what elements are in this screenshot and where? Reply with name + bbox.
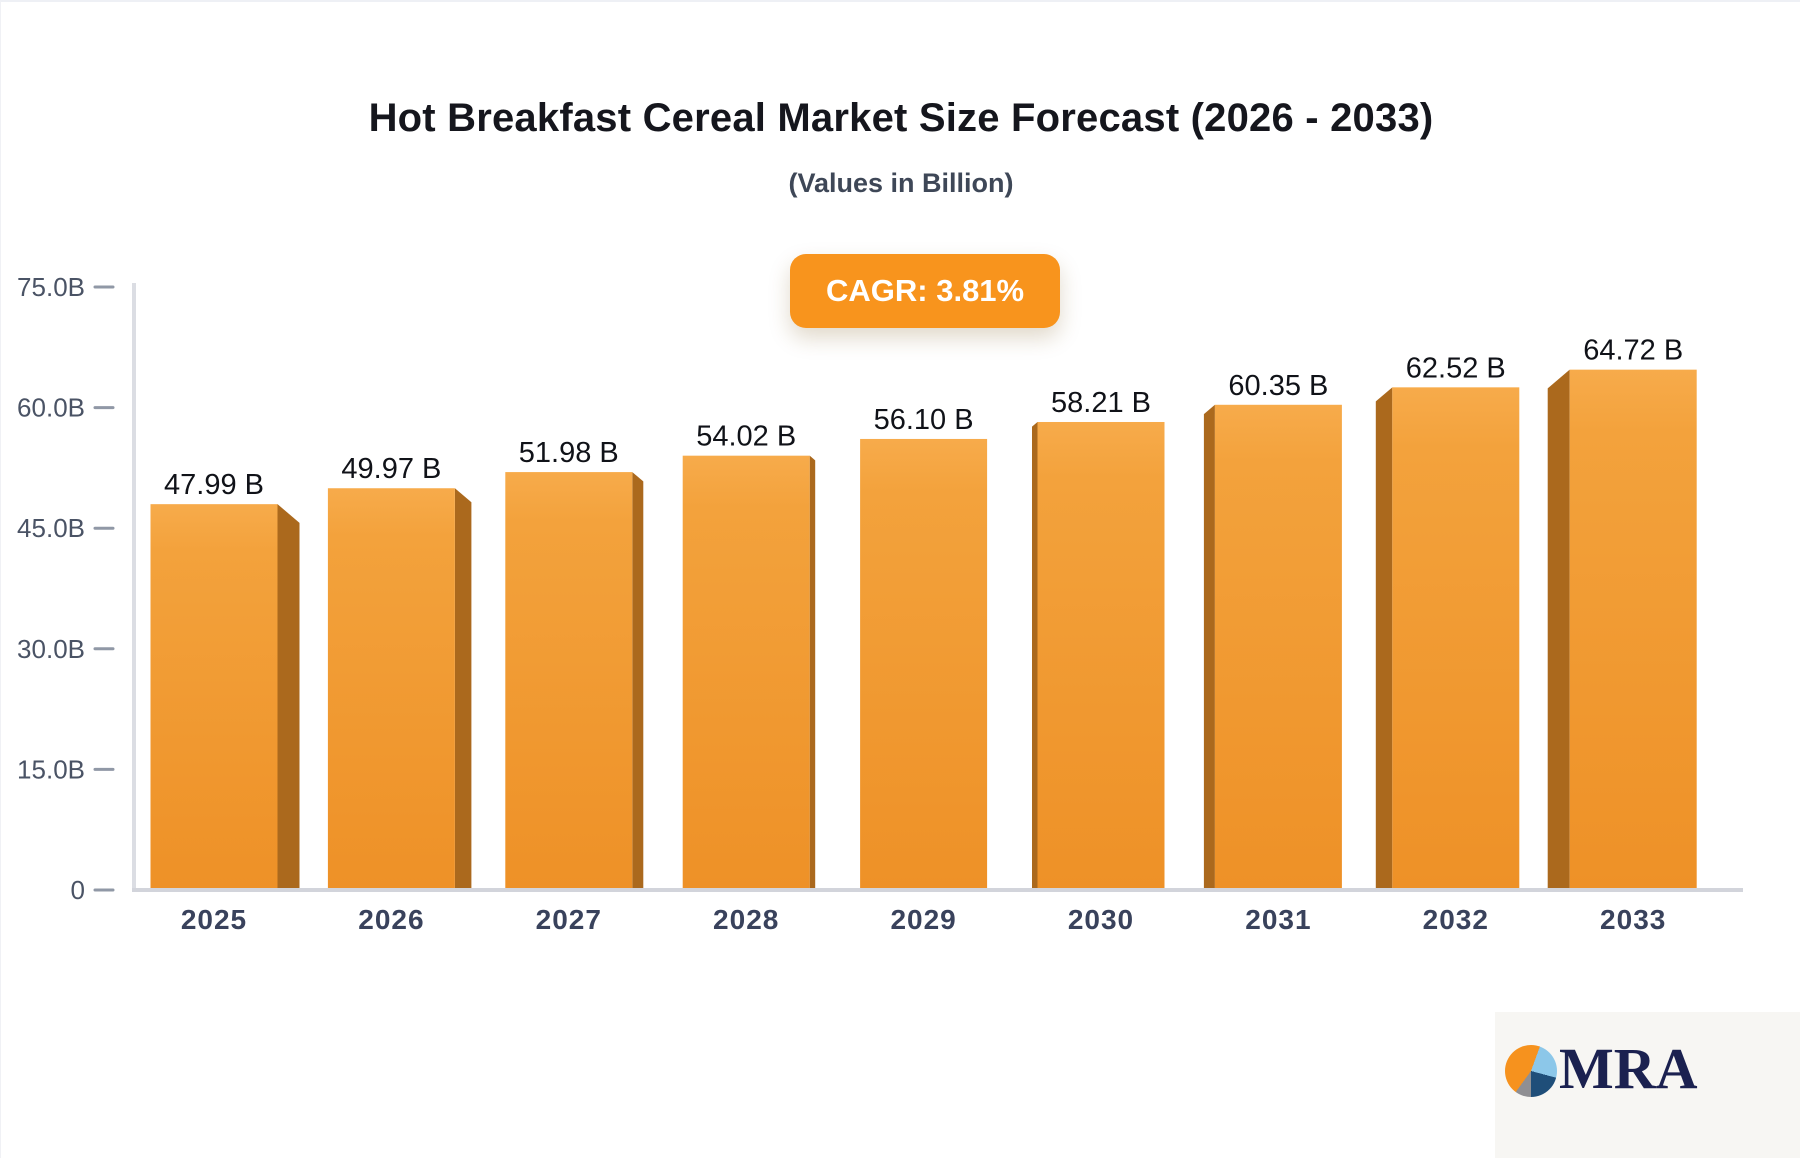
bar-2026 [327,488,472,888]
bar-2027 [505,472,644,888]
bar-2030 [1032,421,1165,888]
bar-front-face [682,455,810,888]
y-axis-tick-label: 75.0B [17,272,85,302]
x-axis: 2025 2026 2027 2028 2029 2030 2031 2032 2033 [132,888,1743,935]
bar-side-face [454,488,472,888]
bar-front-face [505,472,633,888]
bar-side-face [277,504,300,888]
x-axis-label: 2033 [1600,904,1666,935]
bar-value-label: 51.98 B [519,437,619,469]
bar-front-face [150,504,278,888]
bar-2025 [150,504,300,888]
bar-front-face [327,488,455,888]
y-axis-tick-label: 60.0B [17,393,85,423]
bar-value-label: 56.10 B [874,404,974,436]
y-axis: 0 15.0B 30.0B 45.0B 60.0B 75.0B [17,272,136,905]
chart-title: Hot Breakfast Cereal Market Size Forecas… [368,96,1434,140]
bar-side-face [809,455,816,888]
y-axis-tick-label: 45.0B [17,513,85,543]
bar-2032 [1375,387,1520,888]
bar-value-label: 58.21 B [1051,387,1151,419]
bar-value-label: 62.52 B [1406,352,1506,384]
chart-subtitle: (Values in Billion) [788,168,1014,198]
x-axis-label: 2031 [1245,904,1311,935]
bar-value-label: 60.35 B [1228,370,1328,402]
bar-front-face [1037,421,1165,888]
bar-front-face [1214,404,1342,888]
pie-chart-icon [1505,1045,1557,1097]
bar-2028 [682,455,816,888]
bar-front-face [1569,369,1697,888]
bar-side-face [1547,369,1570,888]
x-axis-label: 2027 [536,904,602,935]
bar-value-label: 54.02 B [696,421,796,453]
bar-side-face [1032,421,1038,888]
y-axis-tick-label: 30.0B [17,634,85,664]
x-axis-line [132,888,1743,892]
x-axis-label: 2025 [181,904,247,935]
x-axis-label: 2030 [1068,904,1134,935]
bar-side-face [632,472,644,888]
x-axis-label: 2028 [713,904,779,935]
x-axis-label: 2029 [890,904,956,935]
bar-value-labels: 47.99 B 49.97 B 51.98 B 54.02 B 56.10 B 58.21… [164,335,1683,502]
bar-2029 [860,438,988,888]
bar-side-face [1203,404,1215,888]
bar-value-label: 49.97 B [341,453,441,485]
bar-value-label: 64.72 B [1583,335,1683,367]
y-axis-tick-label: 0 [71,875,85,905]
y-axis-line [132,283,136,892]
brand-logo: MRA [1505,1040,1698,1098]
bar-value-label: 47.99 B [164,469,264,501]
bar-side-face [1375,387,1393,888]
y-axis-tick-label: 15.0B [17,754,85,784]
bars [150,369,1697,888]
cagr-badge: CAGR: 3.81% [790,254,1061,328]
brand-logo-text: MRA [1559,1036,1698,1101]
bar-2031 [1203,404,1342,888]
bar-front-face [860,438,988,888]
x-axis-label: 2026 [358,904,424,935]
bar-2033 [1547,369,1697,888]
bar-front-face [1392,387,1520,888]
x-axis-label: 2032 [1423,904,1489,935]
